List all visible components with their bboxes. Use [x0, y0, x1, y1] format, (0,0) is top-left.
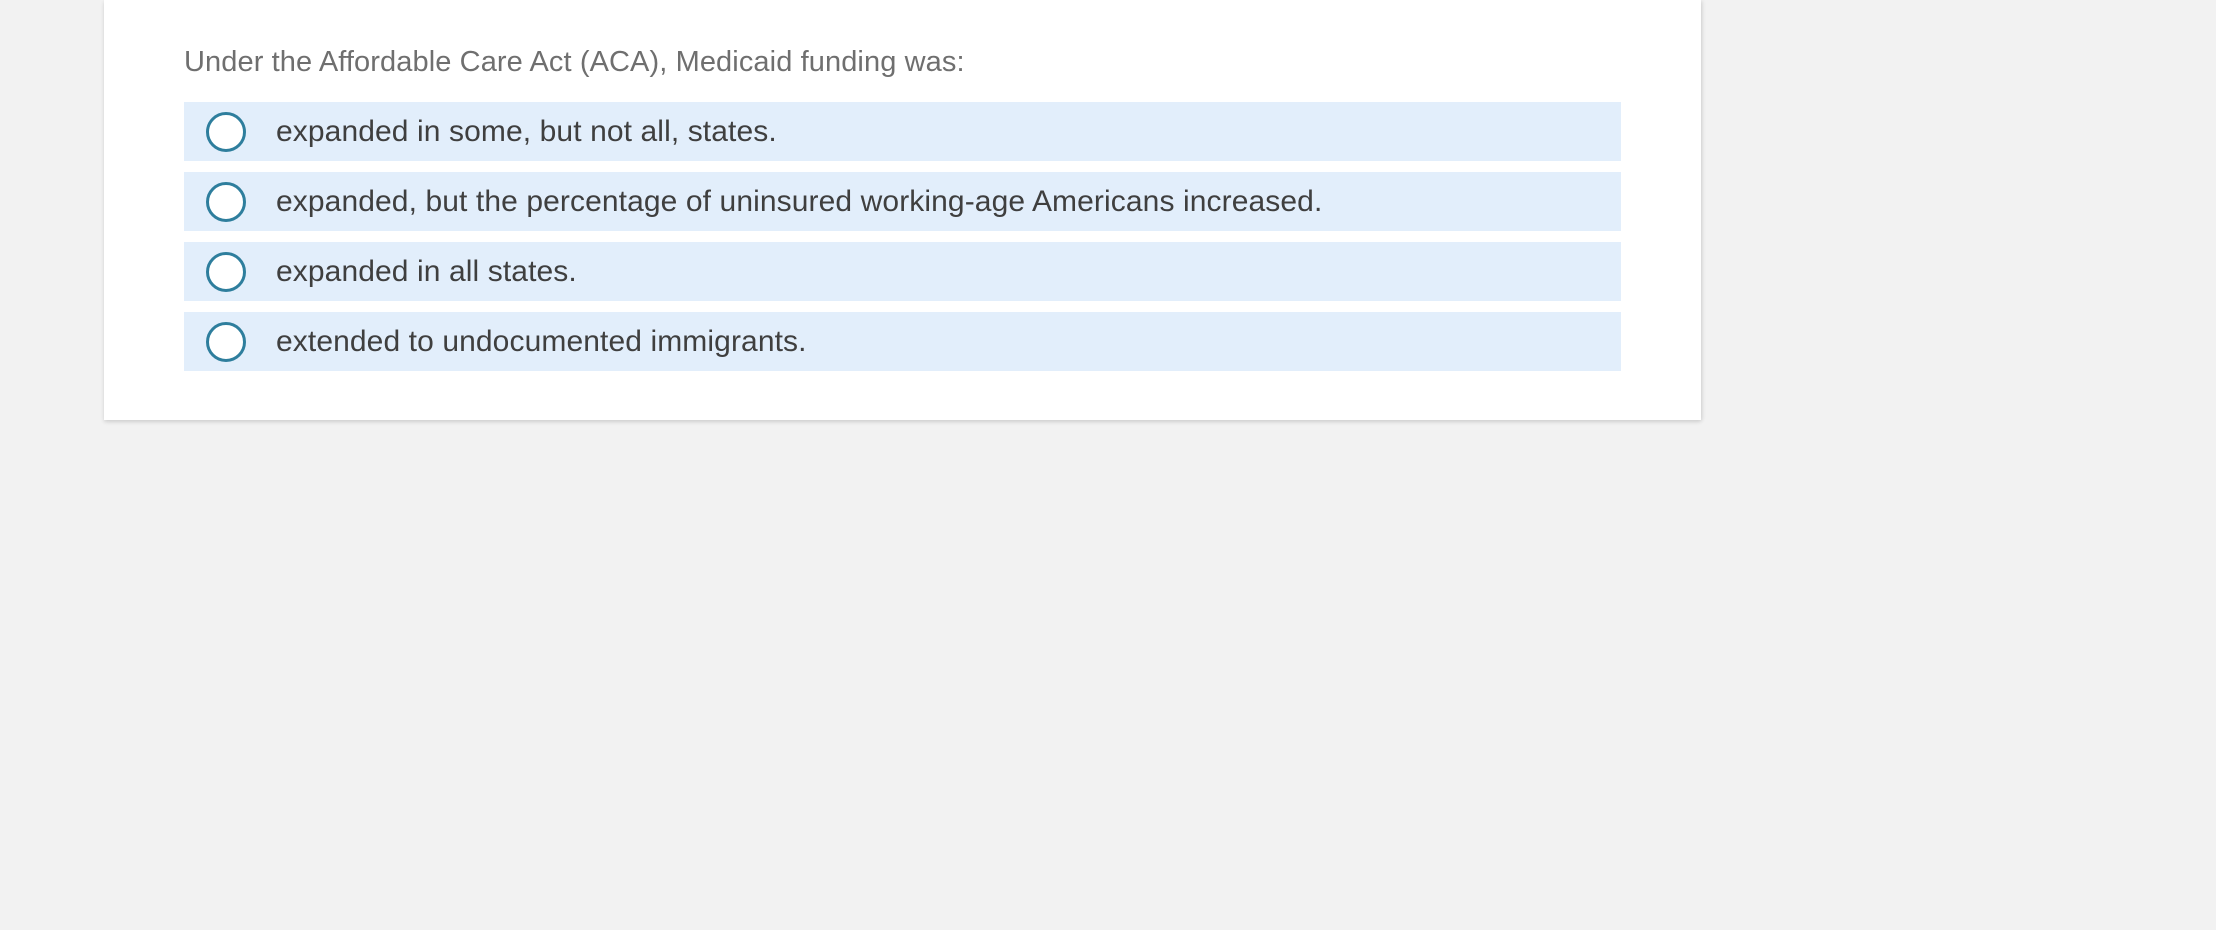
- answer-option[interactable]: expanded, but the percentage of uninsure…: [184, 172, 1621, 231]
- answer-option[interactable]: extended to undocumented immigrants.: [184, 312, 1621, 371]
- question-text: Under the Affordable Care Act (ACA), Med…: [184, 46, 965, 78]
- answer-options-list: expanded in some, but not all, states. e…: [184, 102, 1621, 371]
- question-card-content: Under the Affordable Care Act (ACA), Med…: [104, 0, 1701, 371]
- radio-button[interactable]: [206, 181, 246, 222]
- answer-option-label: expanded in all states.: [276, 254, 577, 288]
- radio-button[interactable]: [206, 321, 246, 362]
- radio-button[interactable]: [206, 251, 246, 292]
- radio-button[interactable]: [206, 111, 246, 152]
- answer-option-label: expanded in some, but not all, states.: [276, 114, 777, 148]
- answer-option-label: expanded, but the percentage of uninsure…: [276, 184, 1323, 218]
- answer-option[interactable]: expanded in all states.: [184, 242, 1621, 301]
- answer-option-label: extended to undocumented immigrants.: [276, 324, 807, 358]
- answer-option[interactable]: expanded in some, but not all, states.: [184, 102, 1621, 161]
- question-card: Under the Affordable Care Act (ACA), Med…: [104, 0, 1701, 420]
